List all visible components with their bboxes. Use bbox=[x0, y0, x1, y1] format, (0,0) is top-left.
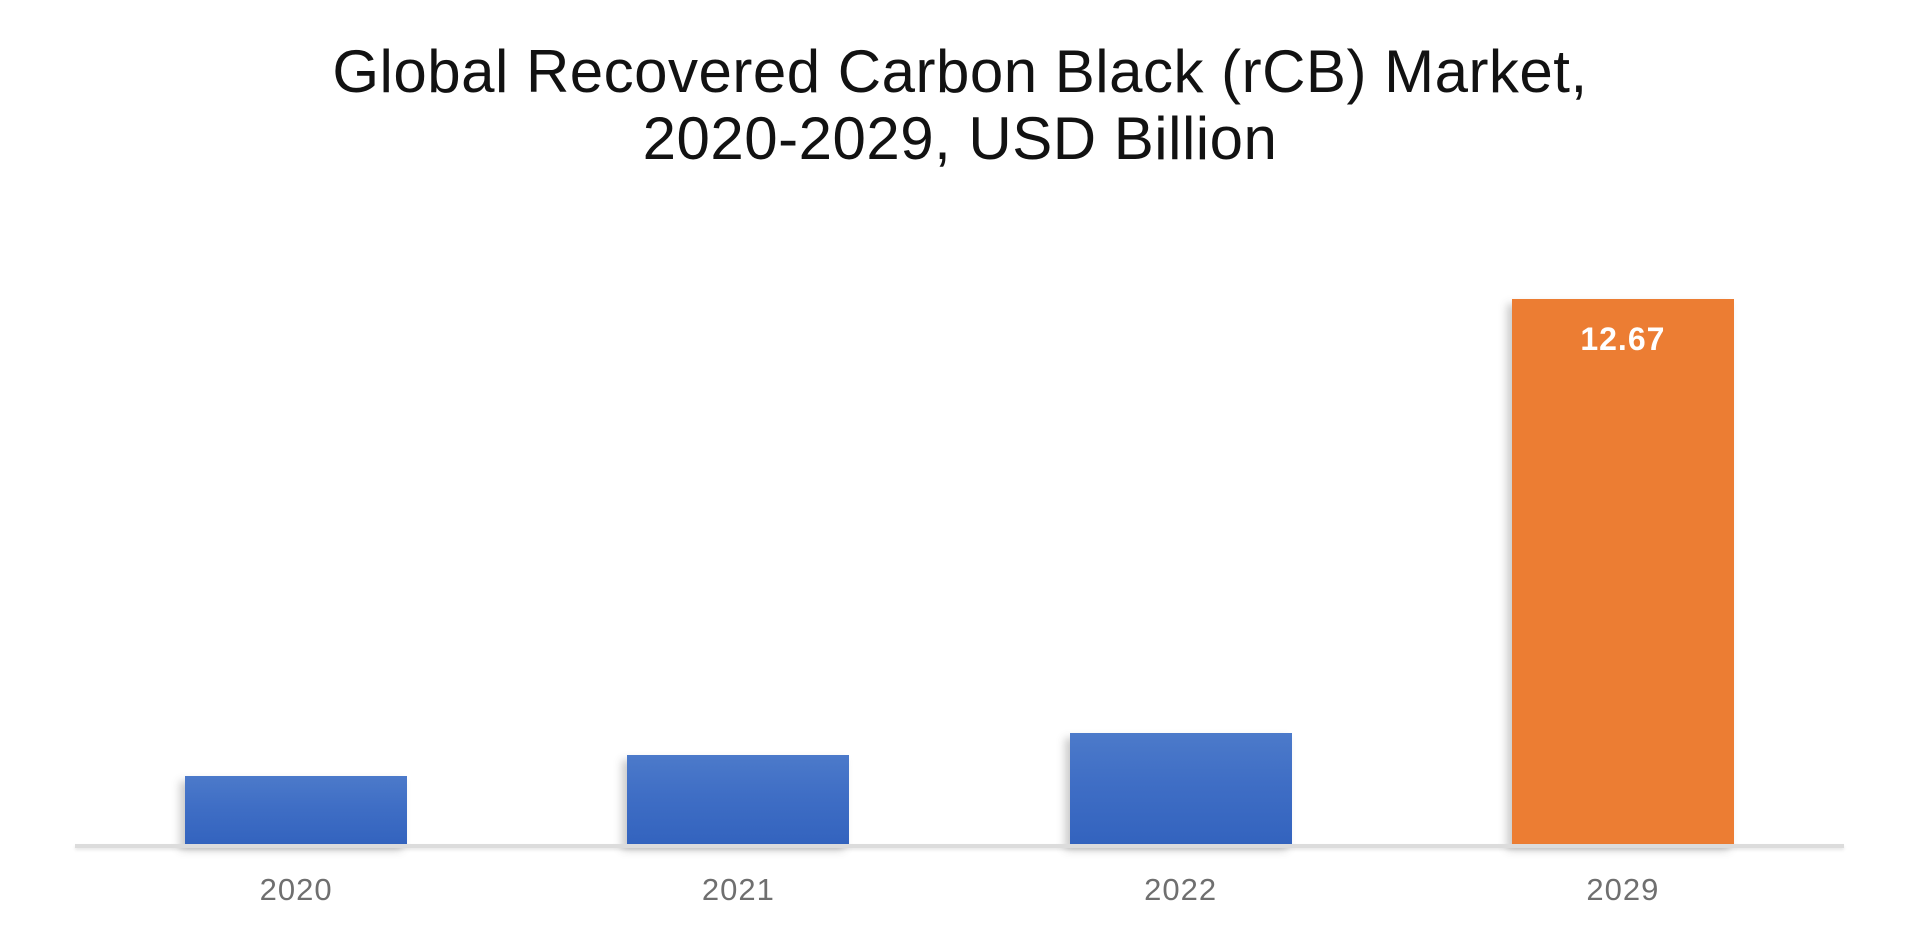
x-axis-labels: 2020 2021 2022 2029 bbox=[75, 872, 1844, 914]
bar-2022 bbox=[1069, 733, 1292, 845]
x-tick-2021: 2021 bbox=[701, 872, 775, 907]
chart-title: Global Recovered Carbon Black (rCB) Mark… bbox=[0, 38, 1920, 172]
x-axis-line bbox=[75, 844, 1844, 848]
chart-title-line1: Global Recovered Carbon Black (rCB) Mark… bbox=[332, 38, 1588, 105]
bar-2020 bbox=[185, 776, 408, 845]
x-tick-2020: 2020 bbox=[259, 872, 333, 907]
bar-value-label-2029: 12.67 bbox=[1580, 321, 1666, 358]
bar-2021 bbox=[627, 754, 850, 845]
x-tick-2022: 2022 bbox=[1144, 872, 1218, 907]
plot-area: 12.67 bbox=[75, 242, 1844, 845]
chart-title-line2: 2020-2029, USD Billion bbox=[642, 105, 1278, 172]
bar-2029: 12.67 bbox=[1511, 299, 1734, 845]
x-tick-2029: 2029 bbox=[1586, 872, 1660, 907]
